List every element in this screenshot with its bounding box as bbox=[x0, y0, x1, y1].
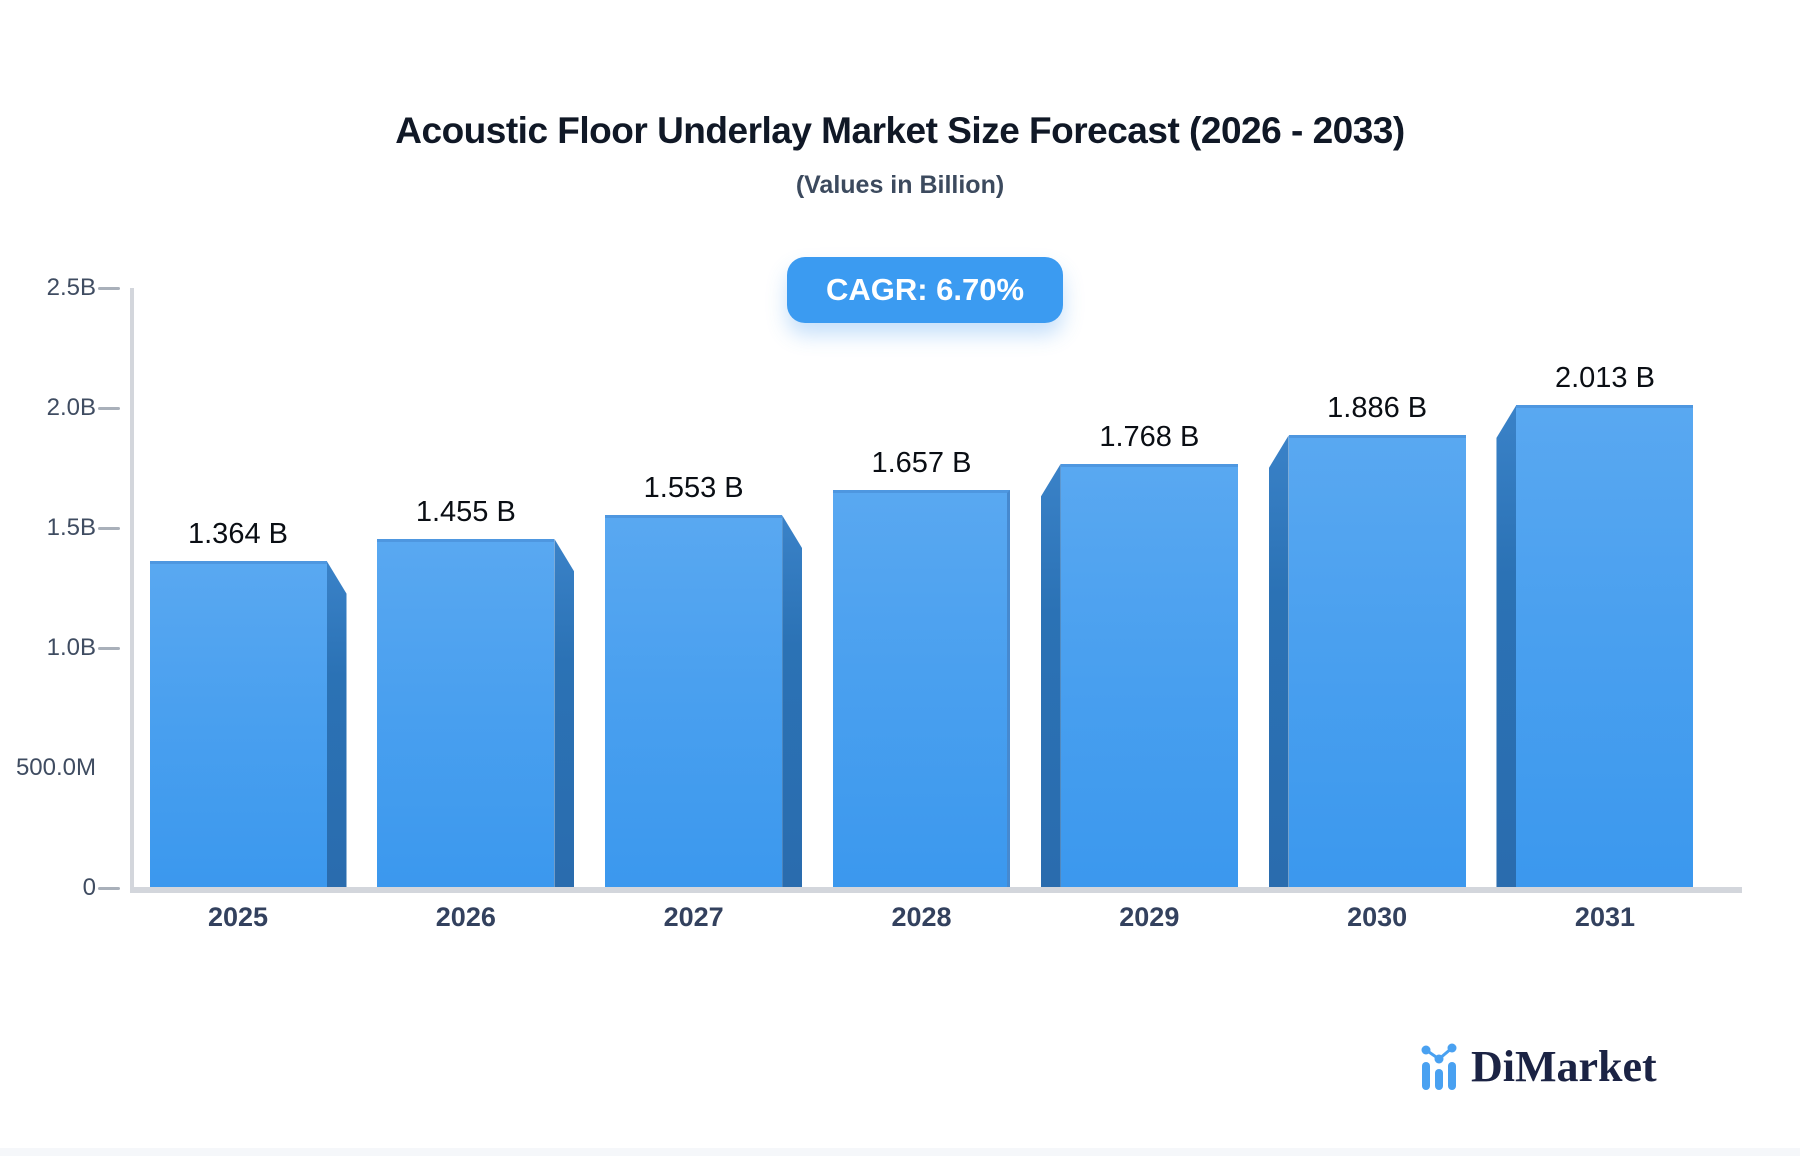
x-axis-label-2026: 2026 bbox=[435, 902, 496, 932]
bar-value-label: 1.553 B bbox=[643, 472, 744, 505]
bar-2025 bbox=[149, 560, 327, 888]
x-axis-label-2027: 2027 bbox=[663, 902, 724, 932]
brand-logo-text: DiMarket bbox=[1471, 1042, 1657, 1091]
y-axis-tick-mark bbox=[98, 527, 120, 530]
bar-3d-side bbox=[1268, 435, 1289, 888]
y-axis-tick-mark bbox=[98, 647, 120, 650]
chart-subtitle: (Values in Billion) bbox=[795, 171, 1005, 199]
y-axis-tick-label: 1.5B bbox=[46, 514, 96, 541]
brand-logo: DiMarket bbox=[1421, 1043, 1657, 1091]
bar-3d-side bbox=[1496, 404, 1517, 888]
bar-2028 bbox=[832, 490, 1010, 888]
x-axis-label-2031: 2031 bbox=[1574, 902, 1635, 932]
x-axis-baseline bbox=[130, 887, 1742, 893]
bar-2029 bbox=[1060, 463, 1238, 888]
bar-value-label: 1.364 B bbox=[188, 517, 288, 550]
y-axis-tick-label: 0 bbox=[82, 874, 96, 901]
bar-2026 bbox=[377, 538, 555, 888]
bar-value-label: 1.455 B bbox=[415, 495, 516, 528]
bar-value-label: 1.657 B bbox=[871, 447, 972, 480]
bar-3d-side bbox=[1040, 463, 1061, 888]
bar-3d-side bbox=[782, 515, 803, 888]
bar-line-chart-icon bbox=[1421, 1043, 1457, 1090]
footer-strip bbox=[0, 1148, 1800, 1156]
bar-3d-side bbox=[554, 538, 575, 888]
bar-value-label: 1.768 B bbox=[1099, 420, 1200, 453]
x-axis-label-2025: 2025 bbox=[207, 902, 269, 932]
bar-value-label: 1.886 B bbox=[1327, 392, 1428, 425]
y-axis-tick-label: 2.5B bbox=[46, 274, 96, 301]
chart-title: Acoustic Floor Underlay Market Size Fore… bbox=[395, 110, 1405, 151]
bar-2030 bbox=[1288, 435, 1466, 888]
y-axis-tick-label: 1.0B bbox=[46, 634, 96, 661]
x-axis-label-2029: 2029 bbox=[1119, 902, 1180, 932]
y-axis-tick-mark bbox=[98, 887, 120, 890]
x-axis-label-2028: 2028 bbox=[891, 902, 952, 932]
bar-value-label: 2.013 B bbox=[1554, 361, 1655, 394]
bar-2027 bbox=[605, 515, 783, 888]
cagr-badge-label: CAGR: 6.70% bbox=[825, 272, 1025, 307]
y-axis-tick-label: 2.0B bbox=[46, 394, 96, 421]
y-axis-tick-mark bbox=[98, 407, 120, 410]
bar-2031 bbox=[1516, 404, 1694, 888]
y-axis-tick-mark bbox=[98, 287, 120, 290]
x-axis-label-2030: 2030 bbox=[1347, 902, 1408, 932]
y-axis-tick-label: 500.0M bbox=[15, 754, 96, 781]
cagr-badge: CAGR: 6.70% bbox=[787, 257, 1063, 323]
y-axis-line bbox=[130, 288, 134, 888]
bar-3d-side bbox=[326, 560, 347, 888]
